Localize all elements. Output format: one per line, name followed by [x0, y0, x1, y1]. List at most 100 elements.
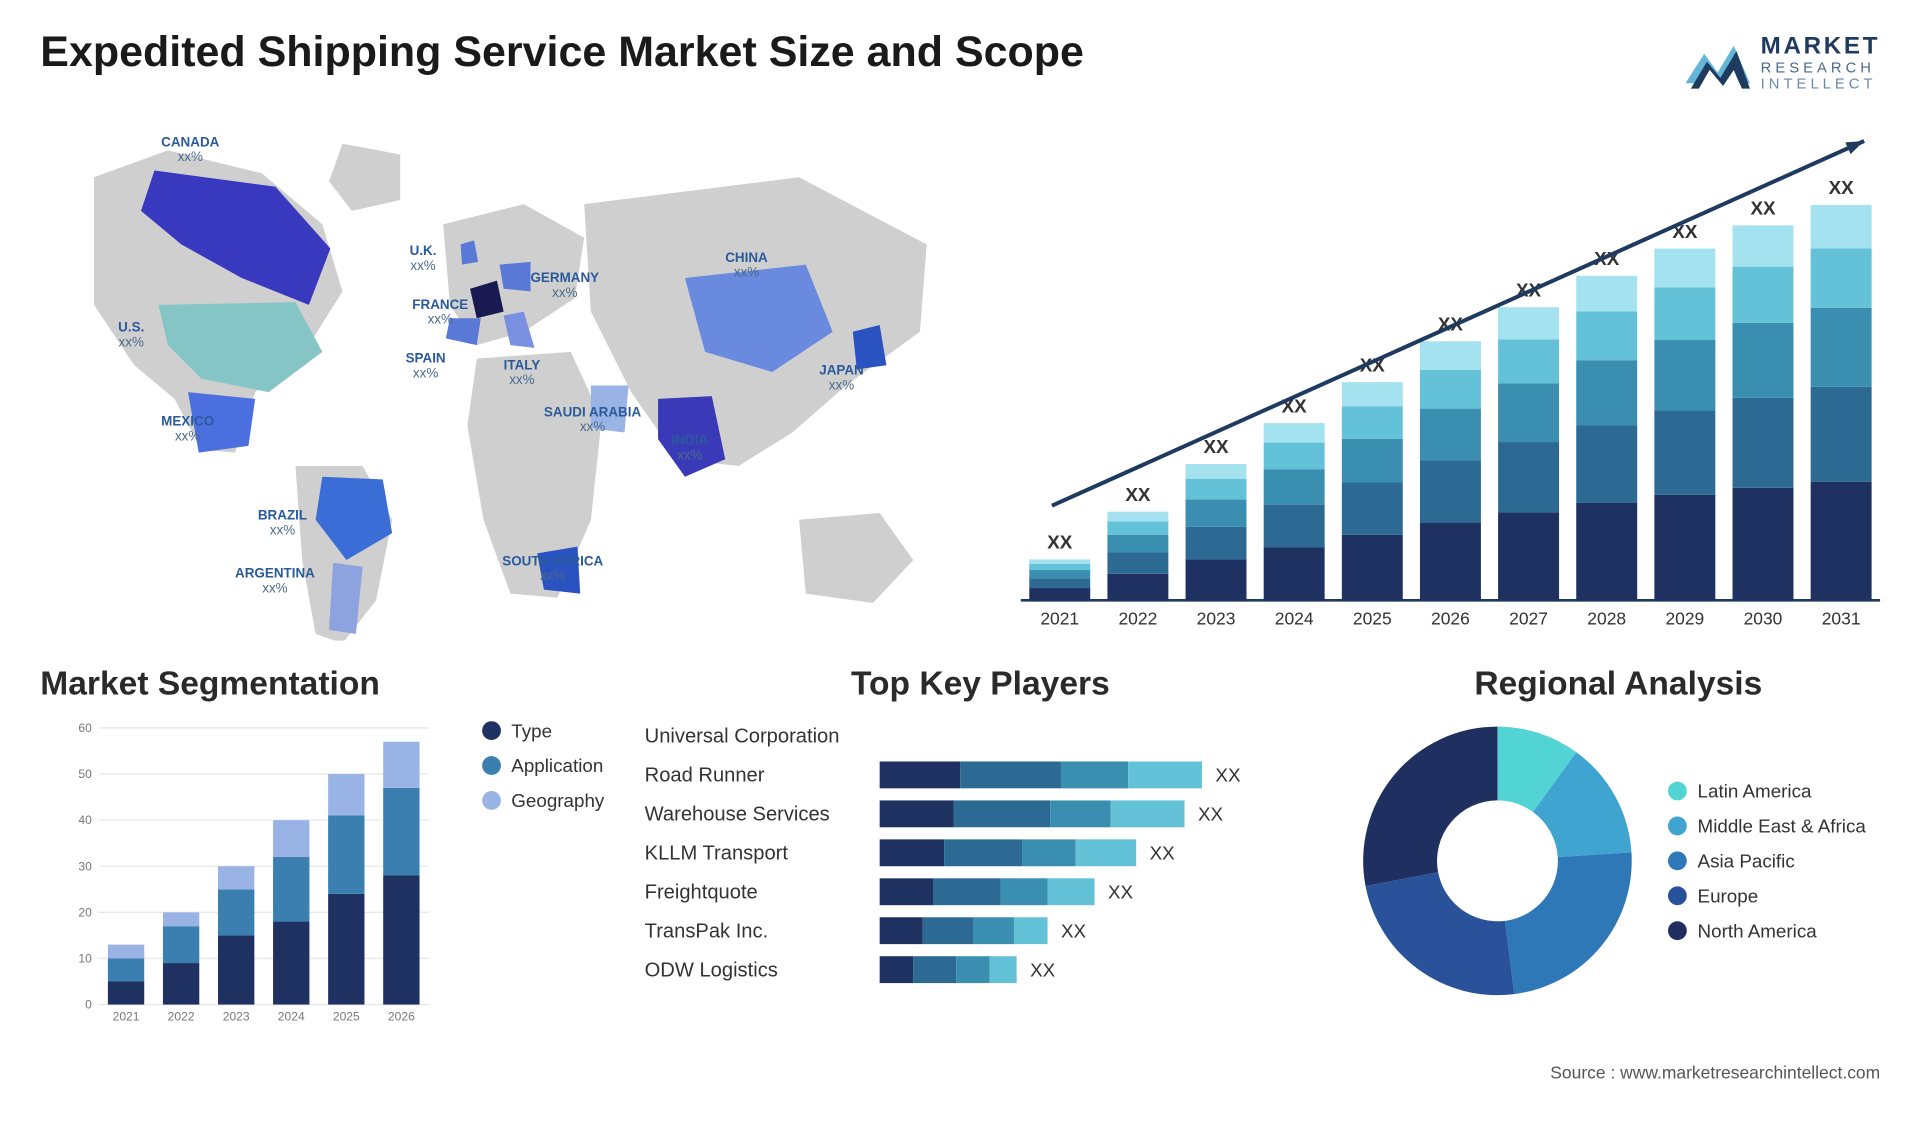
player-label: ODW Logistics [645, 958, 867, 981]
legend-item: Asia Pacific [1668, 850, 1866, 871]
seg-bar-segment [218, 889, 254, 935]
seg-bar-segment [328, 894, 364, 1005]
legend-label: Europe [1698, 885, 1759, 906]
seg-year-label: 2024 [278, 1010, 305, 1024]
seg-year-label: 2026 [388, 1010, 415, 1024]
country-value: xx% [509, 373, 534, 388]
forecast-bar-segment [1029, 578, 1090, 588]
country-label: SPAINxx% [406, 352, 446, 382]
country-label: U.K.xx% [410, 244, 437, 274]
player-bar-segment [1111, 800, 1185, 827]
player-bar-segment [1048, 878, 1095, 905]
forecast-bar-segment [1342, 439, 1403, 483]
seg-bar-segment [163, 926, 199, 963]
forecast-bar-segment [1576, 276, 1637, 312]
seg-bar-segment [273, 922, 309, 1005]
forecast-bar-segment [1029, 570, 1090, 578]
forecast-year-label: 2030 [1744, 608, 1783, 628]
player-label: KLLM Transport [645, 841, 867, 864]
source-text: Source : www.marketresearchintellect.com [1550, 1062, 1880, 1082]
country-name: BRAZIL [258, 509, 307, 524]
legend-label: Application [511, 755, 603, 776]
player-bar-segment [1076, 839, 1136, 866]
seg-bar-segment [383, 875, 419, 1004]
seg-bar-segment [108, 982, 144, 1005]
player-bar [880, 761, 1202, 788]
player-bar [880, 800, 1185, 827]
legend-label: Type [511, 720, 552, 741]
forecast-bar-segment [1498, 512, 1559, 600]
player-row: KLLM Transport XX [645, 837, 1317, 869]
seg-bar-segment [328, 774, 364, 815]
player-bar-segment [1022, 839, 1076, 866]
player-bar-segment [913, 956, 956, 983]
player-bar-segment [880, 761, 961, 788]
page-title: Expedited Shipping Service Market Size a… [40, 27, 1084, 77]
player-value: XX [1150, 842, 1175, 863]
forecast-bar-segment [1811, 387, 1872, 482]
forecast-year-label: 2023 [1197, 608, 1236, 628]
country-value: xx% [677, 449, 702, 464]
trend-arrow-head [1845, 141, 1864, 154]
legend-item: Geography [482, 790, 605, 811]
country-name: SAUDI ARABIA [544, 406, 641, 421]
seg-bar-segment [218, 935, 254, 1004]
seg-bar-segment [383, 742, 419, 788]
forecast-bar-segment [1264, 423, 1325, 442]
seg-year-label: 2021 [113, 1010, 140, 1024]
forecast-bar-segment [1811, 205, 1872, 248]
brand-line2: RESEARCH [1761, 60, 1881, 76]
forecast-bar-segment [1186, 527, 1247, 560]
player-bar-segment [880, 878, 934, 905]
player-bar-segment [1050, 800, 1110, 827]
world-map: CANADAxx%U.S.xx%MEXICOxx%BRAZILxx%ARGENT… [40, 117, 980, 641]
legend-item: Middle East & Africa [1668, 815, 1866, 836]
country-value: xx% [270, 524, 295, 539]
seg-bar-segment [163, 912, 199, 926]
country-name: GERMANY [530, 271, 599, 286]
country-label: INDIAxx% [672, 434, 709, 464]
forecast-year-label: 2031 [1822, 608, 1861, 628]
country-name: CANADA [161, 136, 219, 151]
legend-swatch [482, 756, 501, 775]
svg-text:0: 0 [85, 998, 92, 1012]
player-label: Warehouse Services [645, 802, 867, 825]
legend-item: Type [482, 720, 605, 741]
svg-text:10: 10 [78, 951, 92, 965]
forecast-bar-segment [1733, 267, 1794, 323]
forecast-bar-segment [1107, 552, 1168, 573]
seg-bar-segment [108, 945, 144, 959]
forecast-bar-segment [1107, 574, 1168, 601]
seg-year-label: 2023 [223, 1010, 250, 1024]
player-bar-segment [1001, 878, 1048, 905]
forecast-bar-label: XX [1203, 436, 1229, 457]
regional-title: Regional Analysis [1356, 665, 1880, 704]
forecast-year-label: 2029 [1665, 608, 1704, 628]
country-label: U.S.xx% [118, 321, 144, 351]
player-row: Road RunnerXX [645, 759, 1317, 791]
country-name: INDIA [672, 434, 709, 449]
legend-item: Application [482, 755, 605, 776]
forecast-bar-segment [1654, 249, 1715, 288]
player-bar-segment [1128, 761, 1202, 788]
player-bar-segment [960, 761, 1061, 788]
forecast-bar-segment [1576, 360, 1637, 425]
forecast-bar-segment [1186, 499, 1247, 526]
player-row: FreightquoteXX [645, 876, 1317, 908]
player-label: Universal Corporation [645, 725, 840, 748]
seg-bar-segment [163, 963, 199, 1004]
legend-label: North America [1698, 920, 1817, 941]
country-name: ITALY [504, 359, 541, 374]
forecast-bar-segment [1811, 482, 1872, 601]
legend-swatch [1668, 817, 1687, 836]
regional-donut [1356, 720, 1638, 1002]
forecast-bar-segment [1342, 406, 1403, 439]
forecast-bar-segment [1342, 382, 1403, 406]
country-name: FRANCE [412, 298, 468, 313]
country-name: JAPAN [819, 364, 864, 379]
player-label: TransPak Inc. [645, 919, 867, 942]
legend-swatch [1668, 921, 1687, 940]
players-title: Top Key Players [645, 665, 1317, 704]
segmentation-chart: 0102030405060202120222023202420252026 [40, 720, 455, 1029]
player-label: Road Runner [645, 763, 867, 786]
